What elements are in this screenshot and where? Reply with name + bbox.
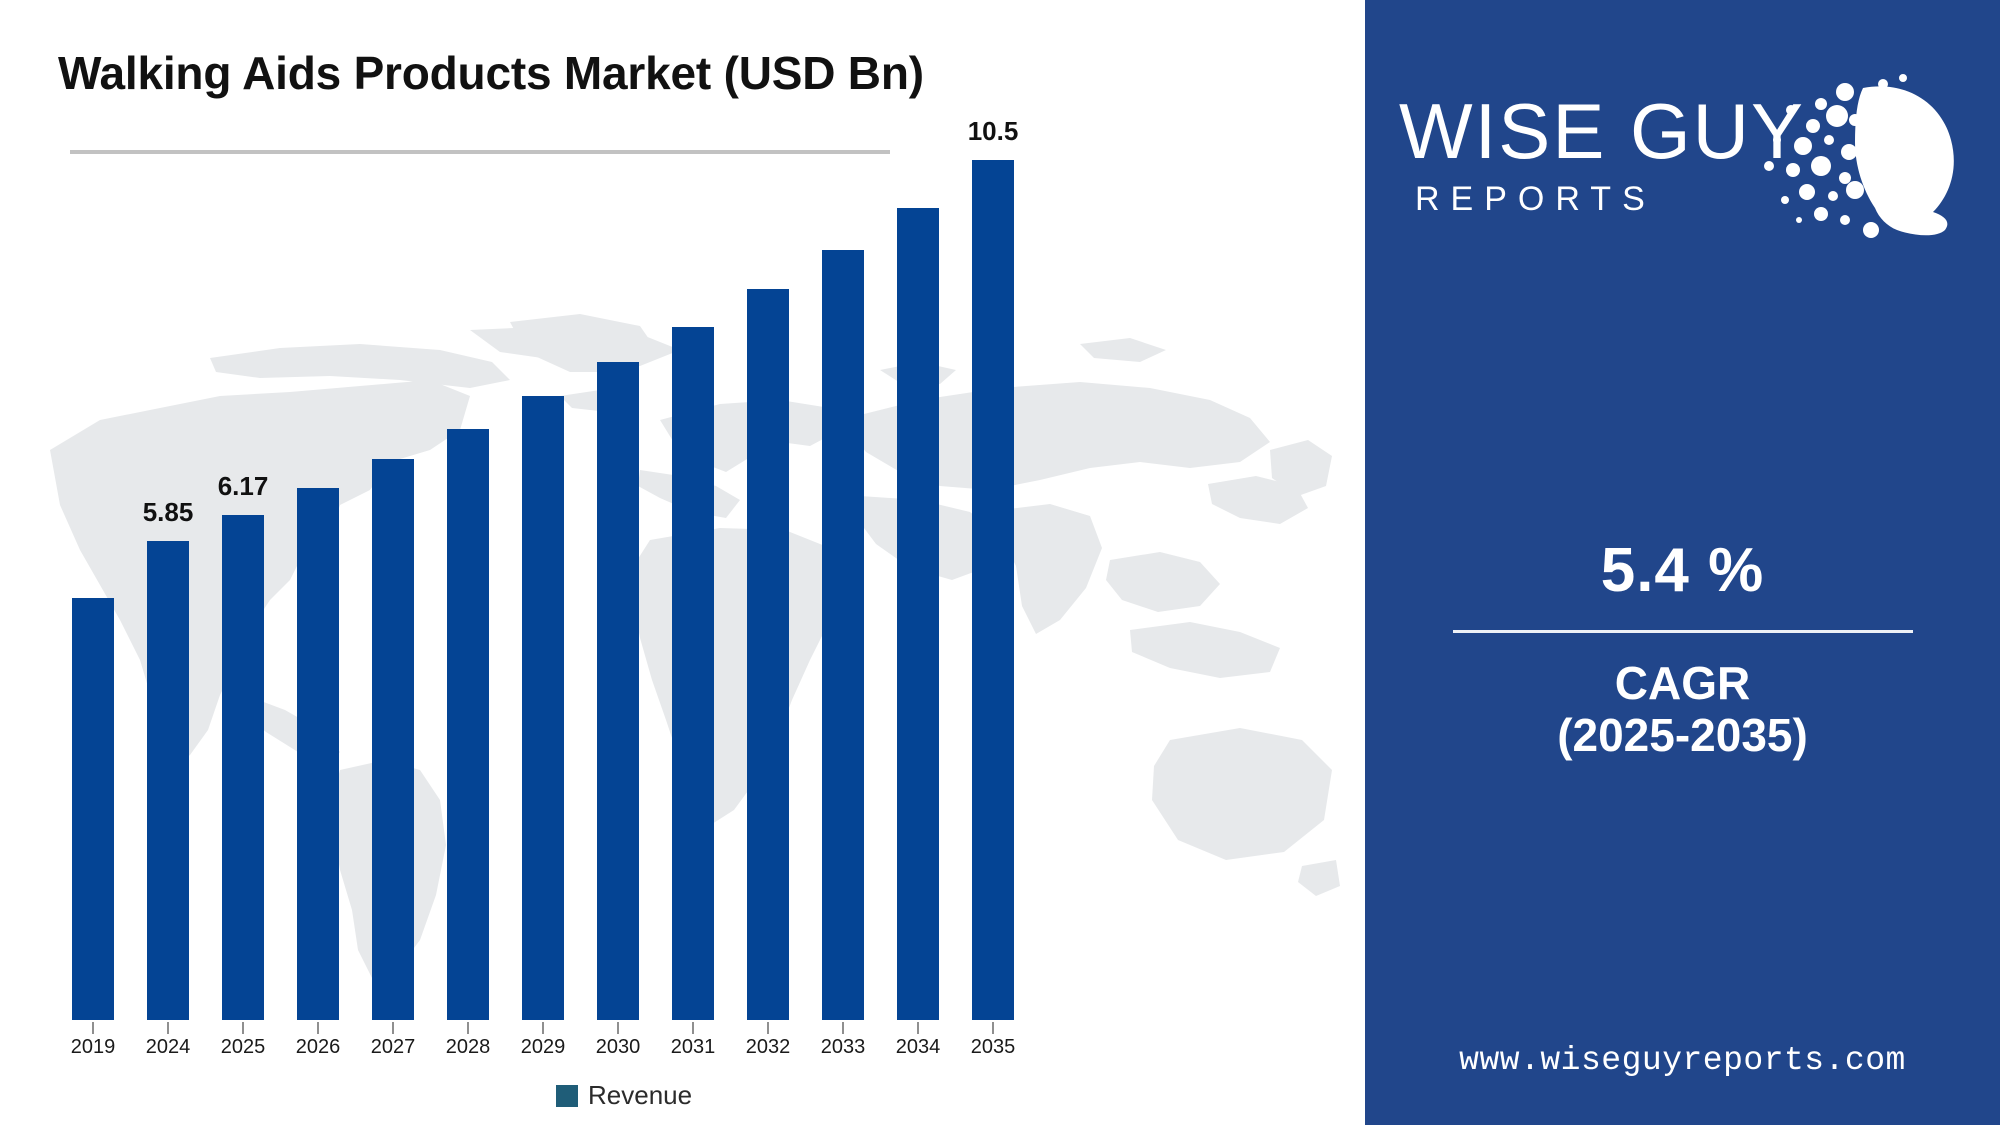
bar-series: 2019 5.85 2024 6.17 2025 20 xyxy=(58,116,1348,1058)
bar-2028[interactable] xyxy=(447,429,489,1020)
bar-slot-2024: 5.85 2024 xyxy=(133,280,203,1058)
bar-slot-2033: 2033 xyxy=(808,250,878,1058)
bar-2032[interactable] xyxy=(747,289,789,1020)
bar-slot-2026: 2026 xyxy=(283,280,353,1058)
x-axis-label: 2025 xyxy=(220,1036,266,1058)
x-tick-2035 xyxy=(992,1022,994,1034)
cagr-value: 5.4 % xyxy=(1600,536,1765,605)
x-axis-label: 2029 xyxy=(520,1036,566,1058)
x-axis-label: 2035 xyxy=(970,1036,1016,1058)
x-tick-2019 xyxy=(92,1022,94,1034)
bar-2019[interactable] xyxy=(72,598,114,1020)
plot-area: 2019 5.85 2024 6.17 2025 20 xyxy=(58,116,1348,1060)
bar-2025[interactable] xyxy=(222,515,264,1020)
bar-2024[interactable] xyxy=(147,541,189,1020)
website-url[interactable]: www.wiseguyreports.com xyxy=(1459,1042,1906,1079)
bar-2026[interactable] xyxy=(297,488,339,1020)
chart-panel: Walking Aids Products Market (USD Bn) xyxy=(50,47,1348,1111)
bar-2034[interactable] xyxy=(897,208,939,1020)
x-tick-2025 xyxy=(242,1022,244,1034)
x-tick-2030 xyxy=(617,1022,619,1034)
chart-legend: Revenue xyxy=(556,1080,692,1111)
x-tick-2034 xyxy=(917,1022,919,1034)
x-tick-2027 xyxy=(392,1022,394,1034)
svg-text:REPORTS: REPORTS xyxy=(1415,180,1656,218)
brand-panel: WISE GUY REPORTS xyxy=(1365,0,2000,1125)
bar-2027[interactable] xyxy=(372,459,414,1020)
bar-slot-2030: 2030 xyxy=(583,280,653,1058)
bar-value-label-2035: 10.5 xyxy=(967,116,1019,146)
bar-slot-2029: 2029 xyxy=(508,280,578,1058)
bar-2035[interactable] xyxy=(972,160,1014,1020)
svg-text:WISE GUY: WISE GUY xyxy=(1399,87,1805,175)
x-axis-label: 2033 xyxy=(820,1036,866,1058)
bar-slot-2035: 10.5 2035 xyxy=(958,116,1028,1058)
bar-slot-2031: 2031 xyxy=(658,280,728,1058)
bar-2031[interactable] xyxy=(672,327,714,1020)
legend-item-label: Revenue xyxy=(588,1080,693,1110)
x-axis-label: 2024 xyxy=(145,1036,191,1058)
bar-slot-2028: 2028 xyxy=(433,280,503,1058)
bar-slot-2019: 2019 xyxy=(58,280,128,1058)
bar-slot-2034: 2034 xyxy=(883,208,953,1058)
x-axis-label: 2026 xyxy=(295,1036,341,1058)
x-tick-2029 xyxy=(542,1022,544,1034)
x-tick-2024 xyxy=(167,1022,169,1034)
bar-slot-2032: 2032 xyxy=(733,280,803,1058)
page-title: Walking Aids Products Market (USD Bn) xyxy=(58,47,924,99)
x-axis-label: 2019 xyxy=(70,1036,116,1058)
x-axis-label: 2032 xyxy=(745,1036,791,1058)
x-tick-2028 xyxy=(467,1022,469,1034)
x-tick-2031 xyxy=(692,1022,694,1034)
cagr-caption: CAGR (2025-2035) xyxy=(1365,657,2000,761)
x-axis-label: 2031 xyxy=(670,1036,716,1058)
bar-value-label-2024: 5.85 xyxy=(142,497,194,527)
title-divider xyxy=(70,150,890,154)
x-axis-label: 2027 xyxy=(370,1036,416,1058)
cagr-divider xyxy=(1453,630,1913,633)
wiseguyreports-logo[interactable]: WISE GUY REPORTS xyxy=(1393,70,1973,240)
bar-slot-2025: 6.17 2025 xyxy=(208,280,278,1058)
legend-swatch-icon xyxy=(556,1084,578,1107)
bar-2030[interactable] xyxy=(597,362,639,1020)
bar-2033[interactable] xyxy=(822,250,864,1020)
x-tick-2032 xyxy=(767,1022,769,1034)
cagr-caption-line2: (2025-2035) xyxy=(1557,708,1808,761)
bar-slot-2027: 2027 xyxy=(358,280,428,1058)
x-axis-label: 2030 xyxy=(595,1036,641,1058)
bar-value-label-2025: 6.17 xyxy=(217,471,269,501)
cagr-caption-line1: CAGR xyxy=(1614,657,1751,709)
x-tick-2026 xyxy=(317,1022,319,1034)
x-tick-2033 xyxy=(842,1022,844,1034)
x-axis-label: 2028 xyxy=(445,1036,491,1058)
bar-2029[interactable] xyxy=(522,396,564,1020)
x-axis-label: 2034 xyxy=(895,1036,941,1058)
